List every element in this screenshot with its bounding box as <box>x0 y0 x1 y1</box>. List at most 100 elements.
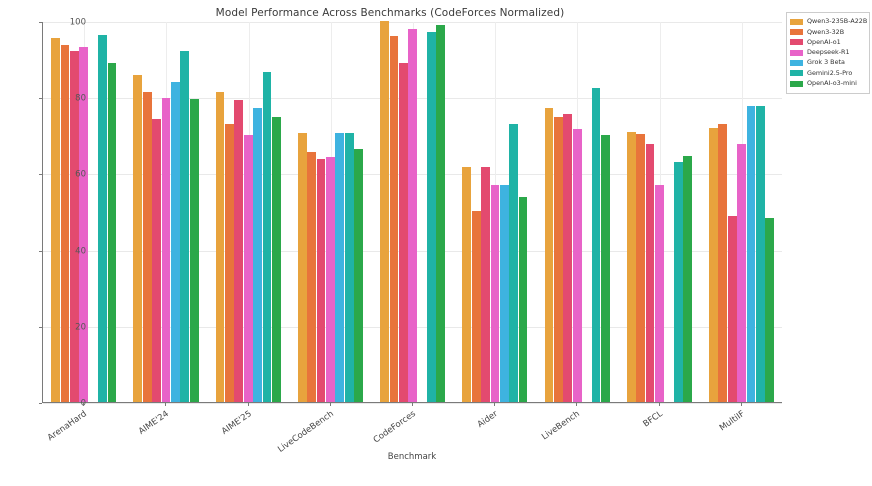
x-axis-label: Benchmark <box>387 452 437 462</box>
bar <box>225 124 234 402</box>
bar <box>297 132 307 402</box>
y-axis-label: Score <box>0 183 3 207</box>
bar <box>518 197 528 402</box>
bar <box>180 51 190 402</box>
legend-label: Qwen3-32B <box>807 27 845 36</box>
legend-swatch-icon <box>790 29 803 36</box>
bar <box>335 133 345 402</box>
bar <box>490 184 500 402</box>
x-tick-mark <box>740 403 742 406</box>
bar <box>189 98 199 402</box>
legend-item[interactable]: Grok 3 Beta <box>790 58 866 68</box>
bar <box>765 217 775 402</box>
bar <box>262 71 272 402</box>
legend-swatch-icon <box>790 49 803 56</box>
chart-figure: Model Performance Across Benchmarks (Cod… <box>0 7 870 462</box>
bar <box>51 37 60 402</box>
bar <box>243 135 253 402</box>
bar <box>591 88 601 402</box>
bar <box>70 51 79 402</box>
x-tick-mark <box>576 403 578 406</box>
bar <box>389 36 399 402</box>
y-tick-label: 60 <box>75 169 86 180</box>
bar <box>171 82 180 402</box>
bar <box>626 132 636 402</box>
bar <box>709 128 718 402</box>
x-tick-mark <box>329 403 331 406</box>
x-tick-mark <box>658 403 660 406</box>
bar <box>563 113 573 402</box>
x-tick-mark <box>412 403 413 406</box>
bar <box>354 149 364 402</box>
legend-item[interactable]: Qwen3-235B-A22B <box>790 17 868 27</box>
bar <box>436 24 446 402</box>
plot-area <box>42 21 782 404</box>
y-tick-mark <box>39 22 42 23</box>
y-tick-mark <box>39 326 42 328</box>
bar <box>316 158 326 402</box>
bar <box>427 32 436 402</box>
legend: Qwen3-235B-A22B Qwen3-32B OpenAI-o1 Deepsee… <box>786 12 870 94</box>
bar <box>737 144 746 402</box>
chart-title: Model Performance Across Benchmarks (Cod… <box>215 7 565 19</box>
x-tick-mark <box>494 403 496 406</box>
y-tick-mark <box>39 403 42 404</box>
bar <box>307 151 317 402</box>
bar <box>98 34 107 402</box>
bar <box>398 62 408 402</box>
bar <box>673 162 683 402</box>
bar <box>107 63 117 402</box>
legend-swatch-icon <box>790 18 803 25</box>
y-tick-mark <box>39 250 42 252</box>
y-tick-label: 20 <box>75 322 86 333</box>
bar <box>654 185 664 402</box>
legend-swatch-icon <box>790 59 803 66</box>
legend-item[interactable]: OpenAI-o3-mini <box>790 79 866 89</box>
x-tick-mark <box>83 403 85 406</box>
legend-label: Deepseek-R1 <box>807 48 850 57</box>
bar <box>234 100 244 402</box>
legend-swatch-icon <box>790 70 803 77</box>
bar <box>142 91 152 402</box>
bar <box>326 157 335 402</box>
legend-item[interactable]: OpenAI-o1 <box>790 38 866 48</box>
bar <box>152 118 162 402</box>
y-tick-label: 80 <box>75 93 86 104</box>
bar <box>727 216 737 402</box>
bar <box>553 116 563 402</box>
bar <box>746 105 756 402</box>
gridline-y <box>43 22 782 23</box>
legend-label: OpenAI-o3-mini <box>807 79 857 88</box>
legend-item[interactable]: Gemini2.5-Pro <box>790 68 866 78</box>
bar <box>544 108 554 402</box>
legend-label: Gemini2.5-Pro <box>807 68 853 77</box>
bar <box>272 117 281 402</box>
bar <box>600 135 610 402</box>
bar <box>645 143 655 402</box>
legend-label: Grok 3 Beta <box>807 58 845 67</box>
legend-swatch-icon <box>790 39 803 46</box>
bar <box>161 97 171 402</box>
bar <box>636 134 645 402</box>
legend-label: Qwen3-235B-A22B <box>807 17 868 26</box>
bar <box>79 46 89 402</box>
bar <box>60 44 70 402</box>
legend-swatch-icon <box>790 80 803 87</box>
bar <box>380 21 389 402</box>
bar <box>253 107 263 402</box>
bar <box>215 91 225 402</box>
bar <box>572 129 582 402</box>
x-tick-mark <box>247 403 249 406</box>
bar <box>718 123 728 402</box>
bar <box>755 105 765 402</box>
legend-item[interactable]: Qwen3-32B <box>790 27 866 37</box>
bar <box>462 166 472 402</box>
legend-item[interactable]: Deepseek-R1 <box>790 48 866 58</box>
bar <box>408 28 418 402</box>
y-tick-mark <box>39 98 42 100</box>
bar <box>133 75 143 402</box>
y-tick-label: 100 <box>69 17 86 28</box>
x-tick-mark <box>165 403 167 406</box>
bar <box>344 132 354 402</box>
y-tick-mark <box>39 174 42 176</box>
